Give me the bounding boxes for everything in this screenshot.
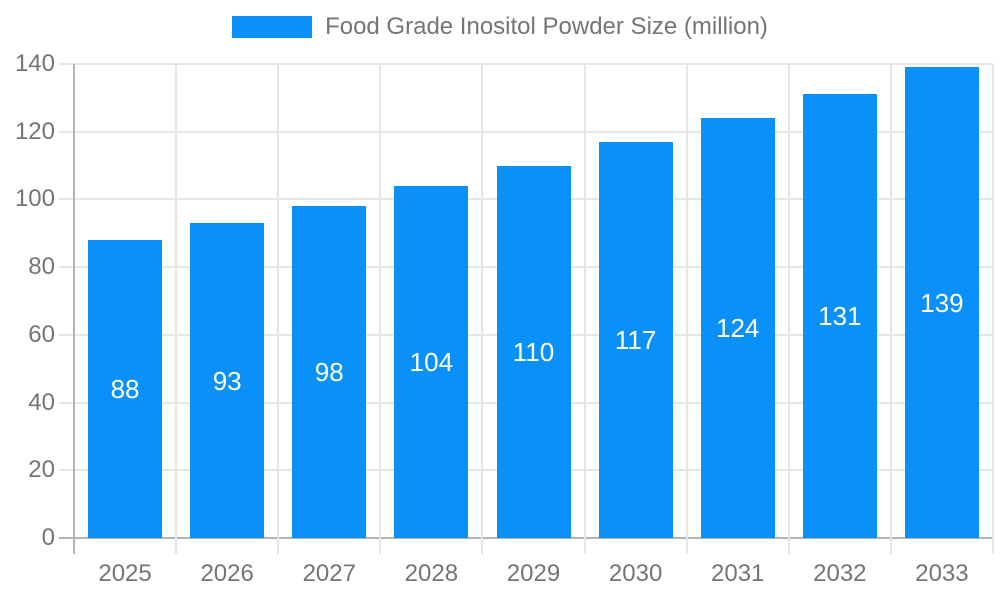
chart-legend[interactable]: Food Grade Inositol Powder Size (million… [0,13,1000,41]
chart-plot-area: 0 20 40 60 80 100 120 140 88 2025 93 2026 98 2027 104 2… [15,50,994,587]
bar-2029[interactable] [496,165,571,538]
bar-2028[interactable] [394,185,469,538]
gridline-horizontal [59,63,993,65]
gridline-vertical [889,64,892,554]
gridline-vertical [481,64,484,554]
bar-value-label: 110 [512,336,555,367]
x-axis-tick-label: 2029 [506,560,561,587]
bar-2031[interactable] [700,118,775,538]
x-axis-line [59,537,993,539]
bar-value-label: 93 [212,365,242,396]
gridline-vertical [685,64,688,554]
y-axis-tick-label: 40 [28,388,55,416]
bar-value-label: 98 [314,357,344,388]
bar-value-label: 104 [409,346,454,377]
gridline-vertical [787,64,790,554]
y-axis-line [73,64,75,554]
legend-label: Food Grade Inositol Powder Size (million… [325,13,768,40]
x-axis-tick-label: 2028 [404,560,459,587]
y-axis-tick-label: 140 [14,50,55,77]
gridline-vertical [175,64,178,554]
x-axis-tick-label: 2033 [915,560,969,587]
bar-value-label: 131 [818,301,862,332]
bar-2027[interactable] [292,206,367,538]
x-axis-tick-label: 2032 [813,560,867,587]
y-axis-tick-label: 100 [14,185,55,213]
gridline-horizontal [59,130,993,133]
y-axis-tick-label: 60 [28,320,55,348]
bar-2026[interactable] [190,223,265,538]
y-axis-tick-label: 20 [28,456,55,484]
x-axis-tick-label: 2030 [608,560,663,587]
legend-swatch [232,16,313,38]
bar-2030[interactable] [598,141,673,538]
bar-2033[interactable] [904,67,979,538]
y-axis-tick-label: 80 [28,253,55,281]
gridline-vertical [379,64,382,554]
gridline-vertical [583,64,586,554]
x-axis-tick-label: 2025 [98,560,152,587]
bar-value-label: 139 [920,287,964,318]
bar-value-label: 124 [716,313,760,344]
gridline-vertical [992,64,994,554]
bar-value-label: 88 [110,374,140,405]
x-axis-tick-label: 2027 [302,560,356,587]
gridline-vertical [277,64,280,554]
x-axis-tick-label: 2026 [200,560,254,587]
y-axis-tick-label: 0 [41,524,55,551]
x-axis-tick-label: 2031 [711,560,765,587]
bar-2025[interactable] [88,240,163,538]
y-axis-tick-label: 120 [14,117,55,145]
bar-2032[interactable] [802,94,877,538]
bar-value-label: 117 [614,324,657,355]
